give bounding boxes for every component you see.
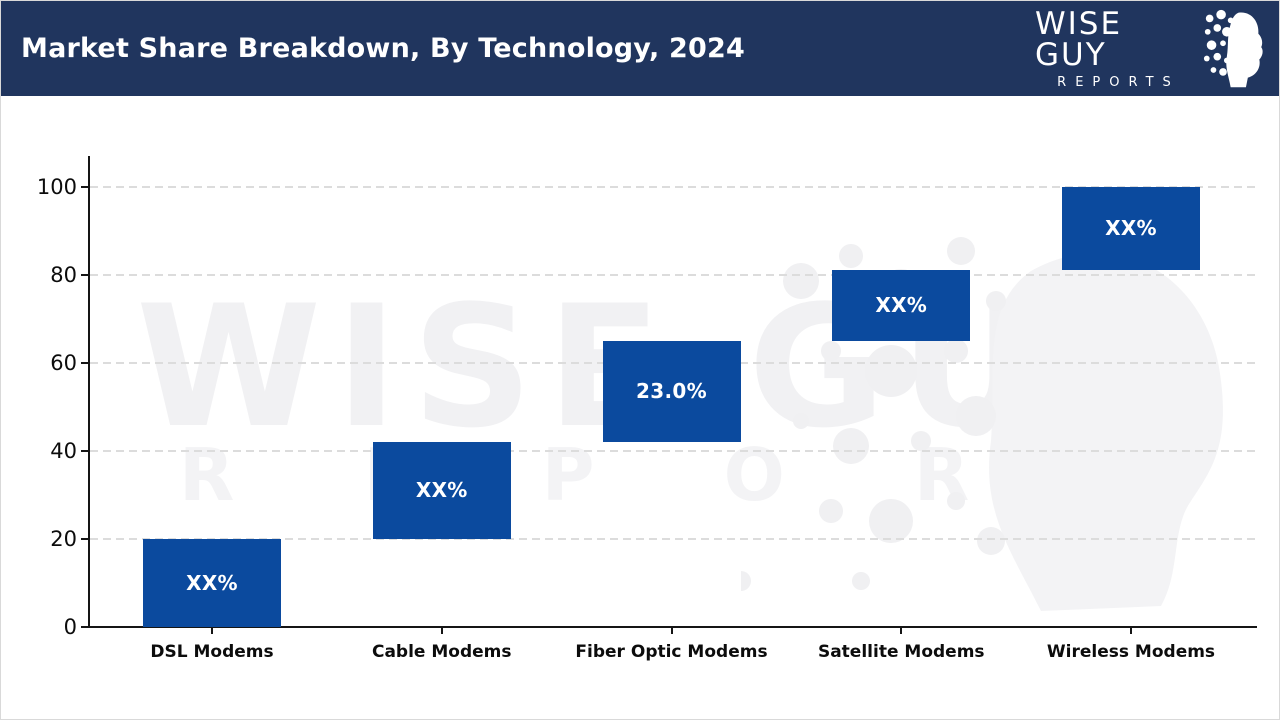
y-axis-line [88,156,90,627]
bar-dsl-modems: XX% [143,538,281,627]
logo-text: WISE GUY REPORTS [1035,5,1198,90]
x-label-fiber-optic-modems: Fiber Optic Modems [575,642,768,662]
y-tick-20 [81,537,89,540]
x-tick-cable-modems [440,628,443,634]
y-tick-80 [81,273,89,276]
bar-value-label: XX% [875,293,928,318]
x-tick-fiber-optic-modems [670,628,673,634]
gridline-20 [90,537,1257,540]
logo-subtitle: REPORTS [1057,74,1180,90]
bar-cable-modems: XX% [372,441,511,539]
logo-head-icon [1203,9,1263,88]
gridline-100 [90,185,1257,188]
x-tick-satellite-modems [900,628,903,634]
x-label-dsl-modems: DSL Modems [150,642,274,662]
logo-wordmark: WISE GUY [1035,5,1123,73]
y-tick-label-40: 40 [50,438,77,463]
y-tick-0 [81,625,89,628]
y-tick-100 [81,185,89,188]
gridline-40 [90,449,1257,452]
x-axis-line [87,626,1257,628]
bar-fiber-optic-modems: 23.0% [602,340,741,442]
y-tick-label-100: 100 [36,174,77,199]
x-label-satellite-modems: Satellite Modems [817,642,985,662]
wise-guy-logo: WISE GUY REPORTS [1035,7,1265,91]
bar-wireless-modems: XX% [1062,186,1200,271]
bar-value-label: XX% [1105,216,1157,241]
gridline-80 [90,273,1257,276]
y-tick-label-20: 20 [50,526,77,551]
x-label-wireless-modems: Wireless Modems [1046,642,1216,662]
page-title: Market Share Breakdown, By Technology, 2… [21,33,746,64]
y-tick-60 [81,361,89,364]
bar-value-label: 23.0% [636,379,707,404]
x-label-cable-modems: Cable Modems [371,642,512,662]
bar-value-label: XX% [186,570,238,595]
y-tick-40 [81,449,89,452]
bar-satellite-modems: XX% [832,270,971,341]
x-tick-dsl-modems [211,628,213,634]
x-tick-wireless-modems [1130,628,1132,634]
y-tick-label-80: 80 [50,262,77,287]
header: Market Share Breakdown, By Technology, 2… [1,1,1279,96]
y-tick-label-60: 60 [50,350,77,375]
y-tick-label-0: 0 [63,614,77,639]
bar-value-label: XX% [415,478,468,503]
